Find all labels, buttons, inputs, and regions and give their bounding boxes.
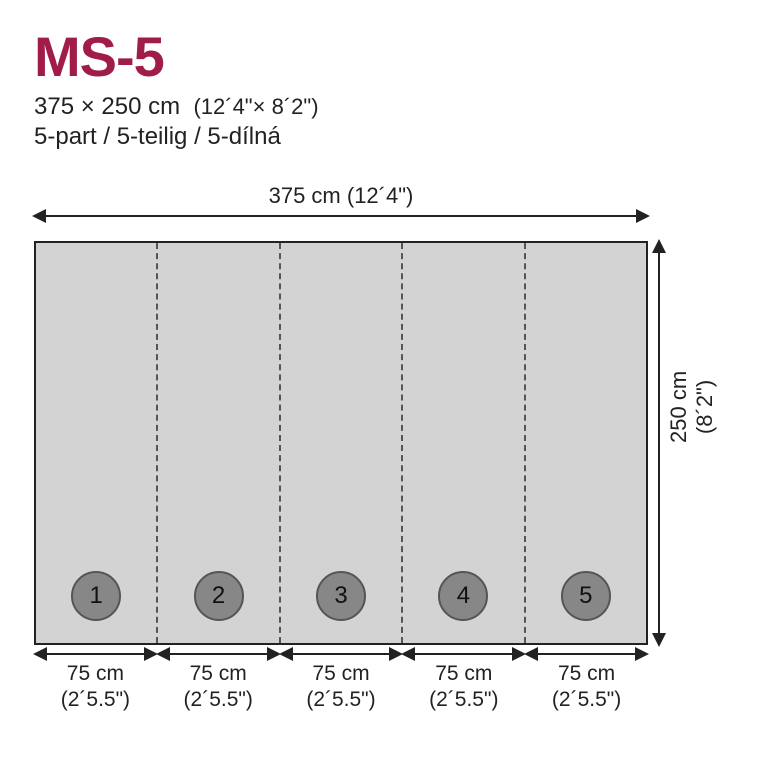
right-dimension-label: 250 cm (8´2") bbox=[666, 371, 718, 443]
panel-number-2: 2 bbox=[194, 571, 244, 621]
bottom-label-4: 75 cm (2´5.5") bbox=[402, 661, 525, 714]
dimensions-imperial: (12´4"× 8´2") bbox=[193, 94, 318, 119]
bottom-cm-3: 75 cm bbox=[312, 662, 369, 685]
panel-number-1: 1 bbox=[71, 571, 121, 621]
bottom-label-1: 75 cm (2´5.5") bbox=[34, 661, 157, 714]
diagram-main-row: 1 2 3 4 5 250 cm (8´2") bbox=[34, 241, 734, 645]
bottom-imp-5: (2´5.5") bbox=[552, 688, 621, 711]
bottom-arrow-2 bbox=[158, 653, 279, 655]
bottom-dim-1: 75 cm (2´5.5") bbox=[34, 653, 157, 714]
bottom-dimensions: 75 cm (2´5.5") 75 cm (2´5.5") 75 cm (2´5… bbox=[34, 653, 648, 714]
panels-box: 1 2 3 4 5 bbox=[34, 241, 648, 645]
right-dim-cm: 250 cm bbox=[666, 371, 692, 443]
bottom-dim-5: 75 cm (2´5.5") bbox=[525, 653, 648, 714]
bottom-arrow-3 bbox=[281, 653, 402, 655]
bottom-arrow-4 bbox=[403, 653, 524, 655]
panel-4: 4 bbox=[403, 243, 525, 643]
bottom-imp-2: (2´5.5") bbox=[184, 688, 253, 711]
product-title: MS-5 bbox=[34, 24, 741, 89]
panel-number-3: 3 bbox=[316, 571, 366, 621]
bottom-label-5: 75 cm (2´5.5") bbox=[525, 661, 648, 714]
parts-line: 5-part / 5-teilig / 5-dílná bbox=[34, 123, 741, 151]
bottom-dim-2: 75 cm (2´5.5") bbox=[157, 653, 280, 714]
bottom-cm-1: 75 cm bbox=[67, 662, 124, 685]
panel-5: 5 bbox=[526, 243, 646, 643]
bottom-imp-1: (2´5.5") bbox=[61, 688, 130, 711]
bottom-label-3: 75 cm (2´5.5") bbox=[280, 661, 403, 714]
top-dimension: 375 cm (12´4") bbox=[34, 183, 648, 235]
dimensions-line: 375 × 250 cm (12´4"× 8´2") bbox=[34, 93, 741, 121]
diagram: 375 cm (12´4") 1 2 3 4 5 bbox=[34, 183, 734, 714]
panel-1: 1 bbox=[36, 243, 158, 643]
panel-number-5: 5 bbox=[561, 571, 611, 621]
bottom-cm-2: 75 cm bbox=[190, 662, 247, 685]
page: MS-5 375 × 250 cm (12´4"× 8´2") 5-part /… bbox=[0, 0, 775, 738]
panel-3: 3 bbox=[281, 243, 403, 643]
panel-2: 2 bbox=[158, 243, 280, 643]
bottom-cm-5: 75 cm bbox=[558, 662, 615, 685]
bottom-label-2: 75 cm (2´5.5") bbox=[157, 661, 280, 714]
bottom-arrow-1 bbox=[35, 653, 156, 655]
right-dim-imp: (8´2") bbox=[692, 371, 718, 443]
bottom-cm-4: 75 cm bbox=[435, 662, 492, 685]
top-dimension-label: 375 cm (12´4") bbox=[34, 183, 648, 209]
bottom-imp-4: (2´5.5") bbox=[429, 688, 498, 711]
dimensions-metric: 375 × 250 cm bbox=[34, 93, 180, 120]
bottom-arrow-5 bbox=[526, 653, 647, 655]
panel-number-4: 4 bbox=[438, 571, 488, 621]
top-dimension-arrow bbox=[34, 215, 648, 217]
bottom-dim-3: 75 cm (2´5.5") bbox=[280, 653, 403, 714]
right-dimension-arrow bbox=[658, 241, 660, 645]
bottom-dim-4: 75 cm (2´5.5") bbox=[402, 653, 525, 714]
bottom-imp-3: (2´5.5") bbox=[306, 688, 375, 711]
right-dimension: 250 cm (8´2") bbox=[648, 241, 730, 645]
